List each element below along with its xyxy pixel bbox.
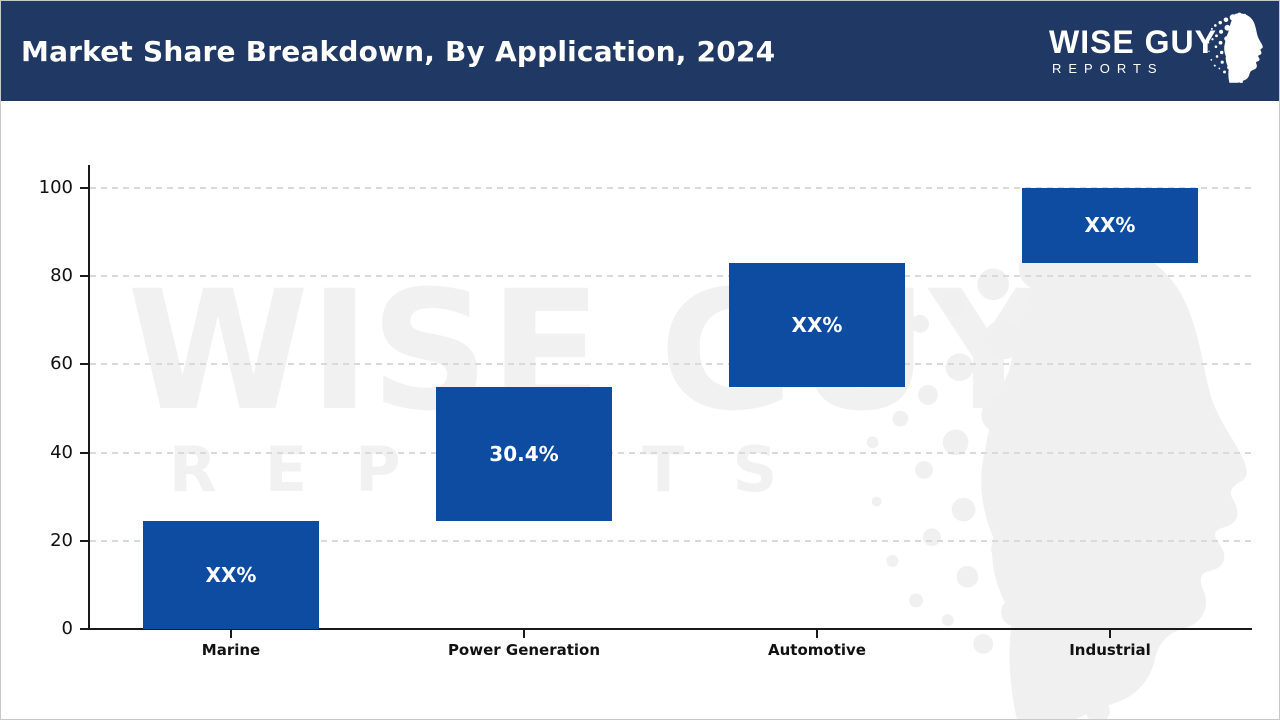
wise-guy-logo: WISE GUY REPORTS <box>1049 7 1267 83</box>
y-tick-label-20: 20 <box>50 529 73 551</box>
bar-value-label: XX% <box>205 563 257 588</box>
y-tick-0 <box>80 628 88 630</box>
y-axis-spine <box>88 165 90 630</box>
bar-marine: XX% <box>143 521 319 629</box>
y-tick-label-80: 80 <box>50 265 73 287</box>
y-tick-label-0: 0 <box>61 618 73 639</box>
gridline-100 <box>90 187 1253 189</box>
x-category-label: Automotive <box>768 641 866 659</box>
report-header: Market Share Breakdown, By Application, … <box>1 1 1279 101</box>
waterfall-chart: 0 20 40 60 80 100 Marine XX% Power Generation 30.… <box>1 101 1279 719</box>
y-tick-80 <box>80 275 88 278</box>
x-category-label: Marine <box>201 641 261 659</box>
logo-text: WISE GUY REPORTS <box>1049 26 1217 75</box>
logo-subtitle: REPORTS <box>1051 60 1164 76</box>
y-tick-label-40: 40 <box>50 441 73 463</box>
x-tick-1 <box>523 630 525 638</box>
y-tick-label-100: 100 <box>38 177 73 198</box>
logo-wordmark: WISE GUY <box>1048 23 1217 60</box>
x-tick-0 <box>230 630 232 638</box>
gridline-40 <box>90 451 1253 454</box>
x-category-label: Power Generation <box>447 641 601 659</box>
y-tick-40 <box>80 451 88 454</box>
y-tick-60 <box>80 363 88 366</box>
y-tick-20 <box>80 539 88 542</box>
bar-automotive: XX% <box>729 262 905 388</box>
x-category-label: Industrial <box>1069 641 1151 659</box>
gridline-60 <box>90 363 1253 366</box>
chart-title: Market Share Breakdown, By Application, … <box>21 34 776 68</box>
bar-value-label: XX% <box>791 313 843 338</box>
logo-head-icon <box>1201 11 1267 83</box>
x-tick-3 <box>1109 630 1111 638</box>
bar-industrial: XX% <box>1022 188 1198 263</box>
gridline-80 <box>90 275 1253 278</box>
x-tick-2 <box>816 630 818 638</box>
bar-value-label: XX% <box>1084 213 1136 238</box>
y-tick-label-60: 60 <box>50 353 73 375</box>
bar-value-label: 30.4% <box>489 442 559 467</box>
bar-power-generation: 30.4% <box>436 387 612 522</box>
x-axis-spine <box>87 628 1252 630</box>
gridline-20 <box>90 539 1253 542</box>
y-tick-100 <box>80 187 88 189</box>
